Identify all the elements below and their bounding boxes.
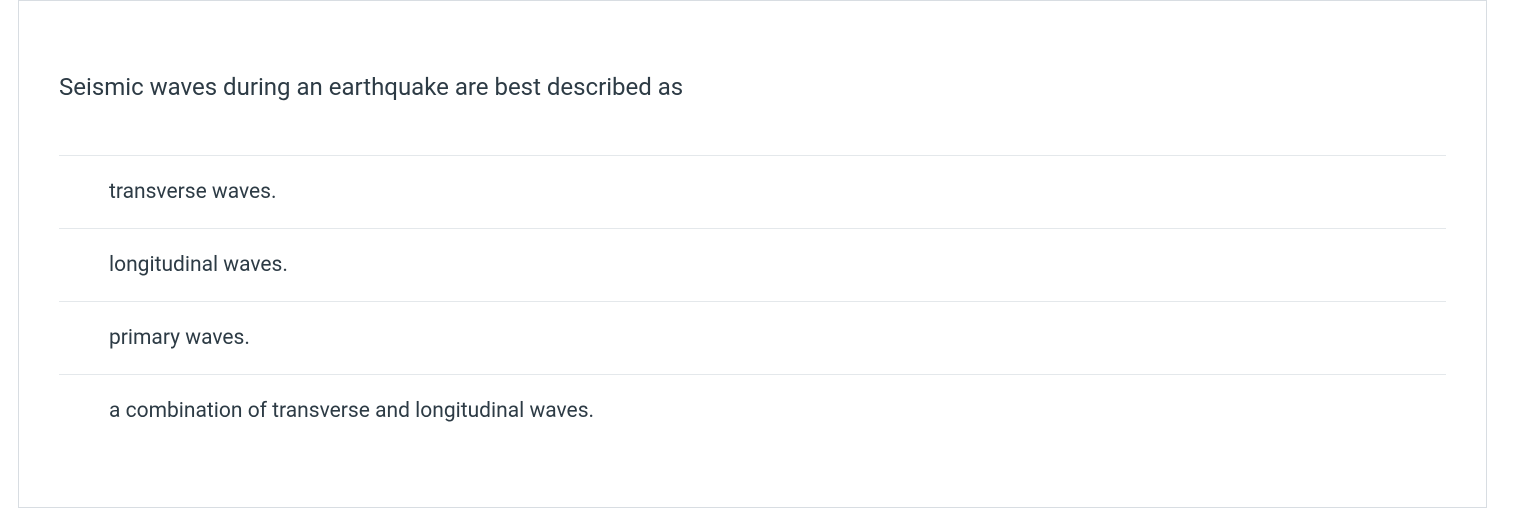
answer-label: longitudinal waves. [109, 253, 288, 277]
answers-list: transverse waves. longitudinal waves. pr… [19, 155, 1486, 507]
answer-label: transverse waves. [109, 180, 277, 204]
answer-option[interactable]: primary waves. [59, 301, 1446, 374]
answer-option[interactable]: longitudinal waves. [59, 228, 1446, 301]
answer-option[interactable]: transverse waves. [59, 155, 1446, 228]
answer-label: primary waves. [109, 326, 250, 350]
question-card: Seismic waves during an earthquake are b… [18, 0, 1487, 508]
question-text: Seismic waves during an earthquake are b… [19, 1, 1486, 155]
answer-option[interactable]: a combination of transverse and longitud… [59, 374, 1446, 447]
answer-label: a combination of transverse and longitud… [109, 399, 594, 423]
